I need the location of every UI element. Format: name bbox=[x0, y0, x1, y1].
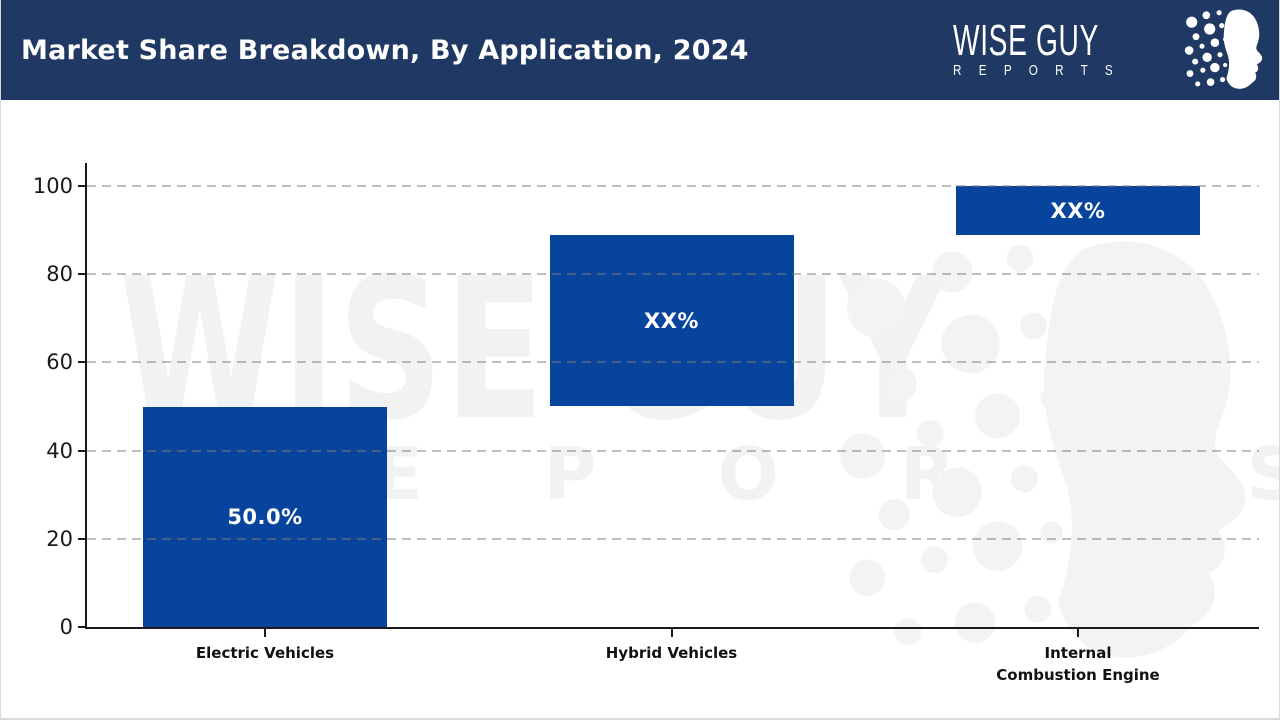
x-category-label-line: Electric Vehicles bbox=[195, 644, 335, 662]
x-category-label-2: Internal Combustion Engine bbox=[918, 642, 1238, 686]
y-tickmark-20 bbox=[78, 537, 87, 540]
y-tick-label-80: 80 bbox=[46, 262, 73, 287]
y-tickmark-80 bbox=[78, 273, 87, 276]
bar-hybrid-vehicles: XX% bbox=[549, 235, 794, 407]
logo-wordmark: WISE GUY bbox=[952, 16, 1099, 65]
y-tick-label-60: 60 bbox=[46, 350, 73, 375]
bar-electric-vehicles: 50.0% bbox=[143, 406, 387, 627]
bar-value-label: 50.0% bbox=[227, 504, 303, 529]
x-category-label-line: Combustion Engine bbox=[996, 666, 1160, 684]
logo-text: WISE GUY R E P O R T S bbox=[952, 16, 1181, 79]
page-title: Market Share Breakdown, By Application, … bbox=[21, 34, 749, 66]
y-tick-label-40: 40 bbox=[46, 438, 73, 463]
bar-value-label: XX% bbox=[644, 308, 699, 333]
y-gridline-40 bbox=[87, 449, 1259, 452]
y-axis-line bbox=[85, 163, 87, 629]
y-tickmark-40 bbox=[78, 449, 87, 452]
y-tick-label-100: 100 bbox=[32, 174, 73, 198]
x-tickmark-1 bbox=[670, 629, 673, 637]
y-gridline-80 bbox=[87, 273, 1259, 276]
x-category-label-0: Electric Vehicles bbox=[105, 642, 425, 664]
logo-head-icon bbox=[1184, 9, 1263, 89]
y-gridline-20 bbox=[87, 537, 1259, 540]
y-gridline-60 bbox=[87, 361, 1259, 364]
y-tickmark-100 bbox=[78, 185, 87, 187]
x-category-label-line: Internal bbox=[1044, 644, 1112, 662]
y-gridline-100 bbox=[87, 185, 1259, 187]
wise-guy-logo: WISE GUY R E P O R T S bbox=[953, 5, 1269, 95]
x-axis-line bbox=[85, 627, 1259, 629]
header-bar: Market Share Breakdown, By Application, … bbox=[1, 0, 1279, 100]
y-tickmark-60 bbox=[78, 361, 87, 364]
x-tickmark-2 bbox=[1077, 629, 1079, 637]
y-tickmark-0 bbox=[78, 626, 87, 628]
y-tick-label-0: 0 bbox=[59, 615, 73, 639]
bar-value-label: XX% bbox=[1050, 198, 1106, 223]
x-category-label-line: Hybrid Vehicles bbox=[605, 644, 738, 662]
x-category-label-1: Hybrid Vehicles bbox=[512, 642, 832, 664]
bar-internal-combustion-engine: XX% bbox=[956, 186, 1200, 236]
logo-subtitle: R E P O R T S bbox=[952, 62, 1120, 79]
x-tickmark-0 bbox=[264, 629, 266, 637]
y-tick-label-20: 20 bbox=[46, 526, 73, 551]
